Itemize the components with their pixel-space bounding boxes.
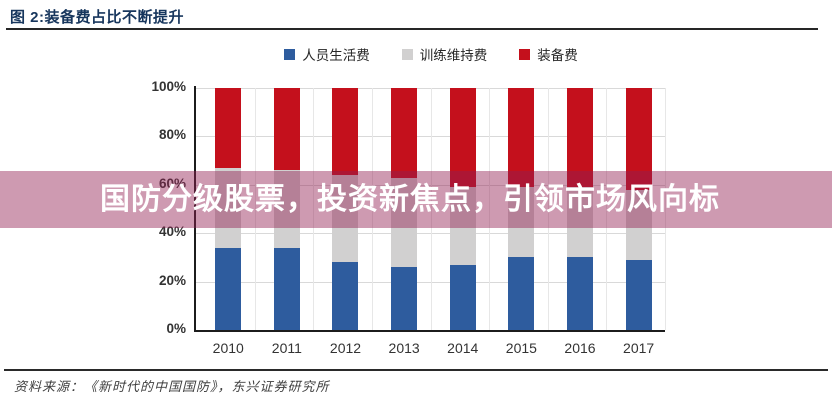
- bar-segment-装备费-2017: [625, 88, 652, 190]
- y-tick-label: 0%: [166, 321, 186, 336]
- bar-segment-训练维持费-2011: [273, 170, 300, 248]
- source-note: 资料来源：《新时代的中国国防》，东兴证券研究所: [14, 379, 330, 394]
- banner-headline: 国防分级股票，投资新焦点，引领市场风向标: [100, 183, 720, 216]
- bar-segment-人员生活费-2012: [332, 262, 359, 330]
- bar-segment-人员生活费-2016: [566, 257, 593, 330]
- legend-label: 训练维持费: [419, 48, 488, 63]
- legend-swatch-icon: [284, 48, 296, 60]
- bar-segment-装备费-2014: [449, 88, 476, 188]
- bar-segment-训练维持费-2010: [215, 167, 242, 248]
- y-tick-label: 80%: [158, 127, 186, 143]
- legend-item-人员生活费: 人员生活费: [284, 44, 370, 64]
- x-tick-label: 2010: [212, 340, 244, 356]
- bar-segment-训练维持费-2013: [391, 177, 418, 268]
- y-tick-label: 40%: [158, 224, 186, 240]
- bar-segment-装备费-2016: [566, 88, 593, 188]
- category-separator: [313, 88, 315, 330]
- bar-segment-人员生活费-2011: [273, 247, 300, 330]
- bar-segment-训练维持费-2016: [566, 187, 593, 258]
- category-separator: [254, 88, 256, 330]
- category-separator: [371, 88, 373, 330]
- x-tick-label: 2012: [329, 340, 362, 356]
- category-separator: [665, 88, 666, 330]
- category-separator: [547, 88, 549, 330]
- bar-segment-人员生活费-2015: [508, 257, 535, 330]
- x-tick-label: 2016: [564, 340, 596, 356]
- bar-segment-人员生活费-2010: [215, 247, 242, 330]
- bar-segment-训练维持费-2017: [625, 189, 652, 260]
- legend-item-装备费: 装备费: [519, 44, 578, 64]
- legend-label: 人员生活费: [302, 48, 370, 63]
- x-tick-label: 2017: [623, 340, 655, 356]
- legend-swatch-icon: [401, 48, 413, 60]
- bar-segment-人员生活费-2014: [449, 264, 476, 330]
- bar-segment-训练维持费-2015: [508, 187, 535, 258]
- y-axis-line: [194, 86, 196, 332]
- overlay-banner: 国防分级股票，投资新焦点，引领市场风向标: [0, 171, 832, 228]
- x-tick-label: 2013: [388, 340, 420, 356]
- bar-segment-装备费-2015: [508, 88, 535, 188]
- y-tick-label: 60%: [158, 175, 186, 191]
- category-separator: [430, 88, 432, 330]
- bar-segment-人员生活费-2013: [391, 267, 418, 330]
- footer-divider: [4, 369, 828, 371]
- bar-segment-人员生活费-2017: [625, 259, 652, 330]
- legend-swatch-icon: [519, 48, 531, 60]
- bar-segment-装备费-2010: [215, 88, 242, 168]
- legend-label: 装备费: [537, 48, 578, 63]
- x-tick-label: 2015: [505, 340, 537, 356]
- y-tick-label: 100%: [151, 79, 186, 94]
- y-tick-label: 20%: [158, 272, 186, 288]
- bar-segment-装备费-2012: [332, 88, 359, 176]
- figure-title: 图 2:装备费占比不断提升: [10, 9, 185, 26]
- title-underline: [6, 28, 818, 30]
- x-axis-line: [194, 330, 665, 332]
- x-tick-label: 2011: [271, 340, 302, 356]
- bar-segment-训练维持费-2012: [332, 175, 359, 263]
- bar-segment-装备费-2011: [273, 88, 300, 171]
- bar-segment-装备费-2013: [391, 88, 418, 178]
- chart-legend: 人员生活费 训练维持费 装备费: [196, 45, 666, 63]
- category-separator: [606, 88, 608, 330]
- category-separator: [489, 88, 491, 330]
- bar-segment-训练维持费-2014: [449, 187, 476, 265]
- x-tick-label: 2014: [447, 340, 479, 356]
- legend-item-训练维持费: 训练维持费: [401, 44, 488, 64]
